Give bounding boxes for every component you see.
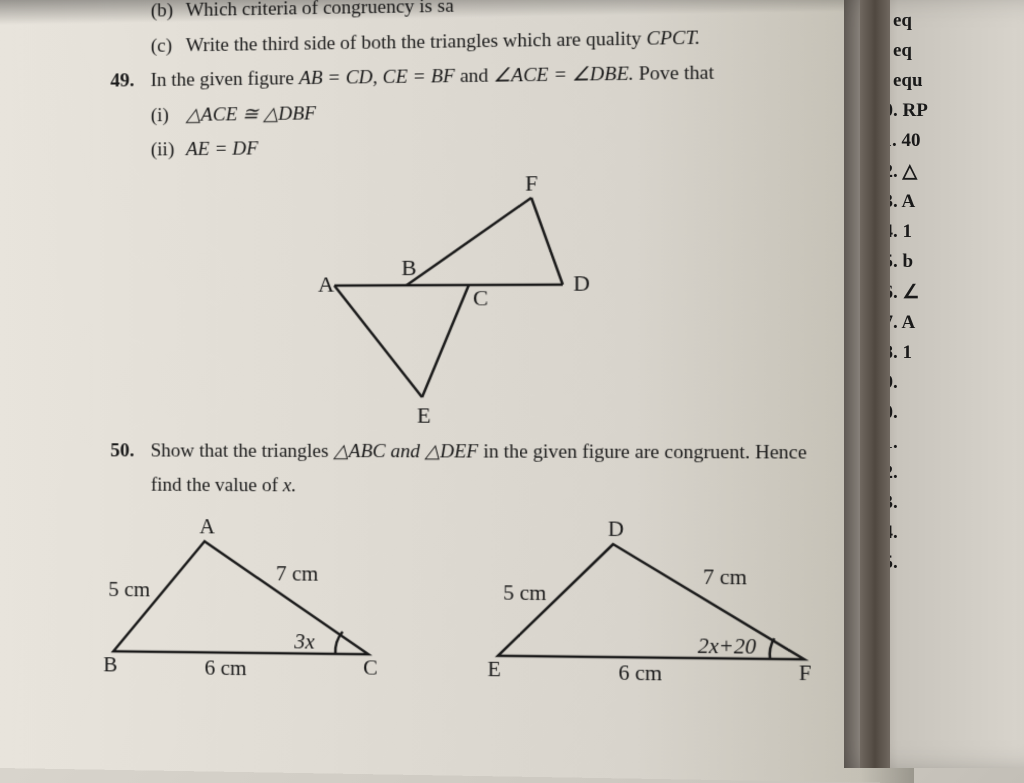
tri1-B: B: [103, 652, 117, 676]
tri1-AB: 5 cm: [108, 576, 150, 601]
tri1-AC: 7 cm: [275, 561, 317, 586]
q49-eq2: ∠ACE = ∠DBE.: [493, 63, 633, 86]
q48b-text: Which criteria of congruency is sa: [186, 0, 454, 21]
q50-mid: in the given figure are congruent. Hence: [483, 441, 807, 464]
right-item-3: 10. RP: [874, 96, 1014, 126]
tri2-F: F: [798, 660, 810, 685]
tri1-angle: 3x: [293, 629, 315, 654]
right-item-0: 7. eq: [874, 6, 1014, 36]
q49ii-eq: AE = DF: [186, 138, 258, 160]
fig49-B: B: [401, 254, 416, 280]
tri2-DF: 7 cm: [702, 564, 746, 589]
tri2-DE: 5 cm: [503, 580, 546, 605]
right-item-2: 9. equ: [874, 66, 1014, 96]
tri2-D: D: [607, 516, 623, 541]
tri1-A: A: [199, 514, 214, 538]
q49ii-line: (ii) AE = DF: [50, 129, 871, 166]
figure-q50-tri2: D E F 5 cm 7 cm 6 cm 2x+20: [456, 512, 847, 690]
fig49-D: D: [573, 270, 590, 296]
right-item-14: 21.: [874, 428, 1014, 458]
right-item-7: 14. 1: [874, 217, 1014, 247]
right-item-8: 15. b: [874, 247, 1014, 277]
right-item-11: 18. 1: [874, 338, 1014, 368]
right-item-1: 8. eq: [874, 36, 1014, 66]
fig49-C: C: [473, 284, 488, 310]
right-item-15: 22.: [874, 458, 1014, 488]
book-binding: [860, 0, 890, 768]
tri2-EF: 6 cm: [618, 660, 662, 685]
q48c-text: Write the third side of both the triangl…: [186, 28, 642, 56]
right-item-5: 12. △: [874, 156, 1014, 187]
right-item-17: 24.: [874, 518, 1014, 548]
figure-q50-row: A B C 5 cm 7 cm 6 cm 3x D E F 5 cm 7 cm …: [50, 510, 871, 691]
q50-num: 50.: [110, 437, 145, 466]
right-item-12: 19.: [874, 368, 1014, 398]
right-item-9: 16. ∠: [874, 277, 1014, 308]
q50-var: x.: [283, 475, 297, 496]
figure-q50-tri1: A B C 5 cm 7 cm 6 cm 3x: [73, 510, 410, 685]
fig49-E: E: [417, 402, 431, 427]
tri2-angle: 2x+20: [697, 633, 756, 658]
q50-pre: Show that the triangles: [151, 440, 329, 462]
q50-eq: △ABC and △DEF: [334, 440, 479, 462]
q49i-line: (i) △ACE ≅ △DBF: [50, 93, 871, 132]
q49-line: 49. In the given figure AB = CD, CE = BF…: [50, 57, 871, 97]
q49-pre: In the given figure: [151, 68, 294, 91]
q49-eq1: AB = CD, CE = BF: [299, 66, 455, 89]
q48c-cpct: CPCT.: [646, 27, 700, 49]
fig49-F: F: [525, 171, 538, 196]
right-item-4: 11. 40: [874, 126, 1014, 156]
figure-q49: A B C D E F: [273, 171, 637, 428]
q50-line1: 50. Show that the triangles △ABC and △DE…: [50, 437, 871, 468]
q50-text2: find the value of: [151, 475, 278, 497]
q49i-eq: △ACE ≅ △DBF: [186, 103, 316, 126]
fig49-A: A: [318, 271, 334, 296]
q49-num: 49.: [110, 67, 145, 96]
q48b-label: (b): [151, 0, 181, 26]
right-item-13: 20.: [874, 398, 1014, 428]
right-item-18: 25.: [874, 548, 1014, 578]
right-item-16: 23.: [874, 488, 1014, 518]
right-item-10: 17. A: [874, 308, 1014, 338]
q50-line2: find the value of x.: [50, 471, 871, 504]
q48c-label: (c): [151, 32, 181, 61]
tri1-BC: 6 cm: [204, 655, 246, 680]
q49i-label: (i): [151, 101, 181, 130]
q48c-line: (c) Write the third side of both the tri…: [50, 21, 871, 62]
q49ii-label: (ii): [151, 136, 181, 165]
left-page: (b) Which criteria of congruency is sa (…: [0, 0, 914, 783]
q49-post: Pove that: [639, 62, 714, 85]
tri2-E: E: [487, 656, 500, 681]
right-item-6: 13. A: [874, 187, 1014, 217]
tri1-C: C: [363, 655, 377, 680]
q49-mid: and: [460, 65, 489, 87]
